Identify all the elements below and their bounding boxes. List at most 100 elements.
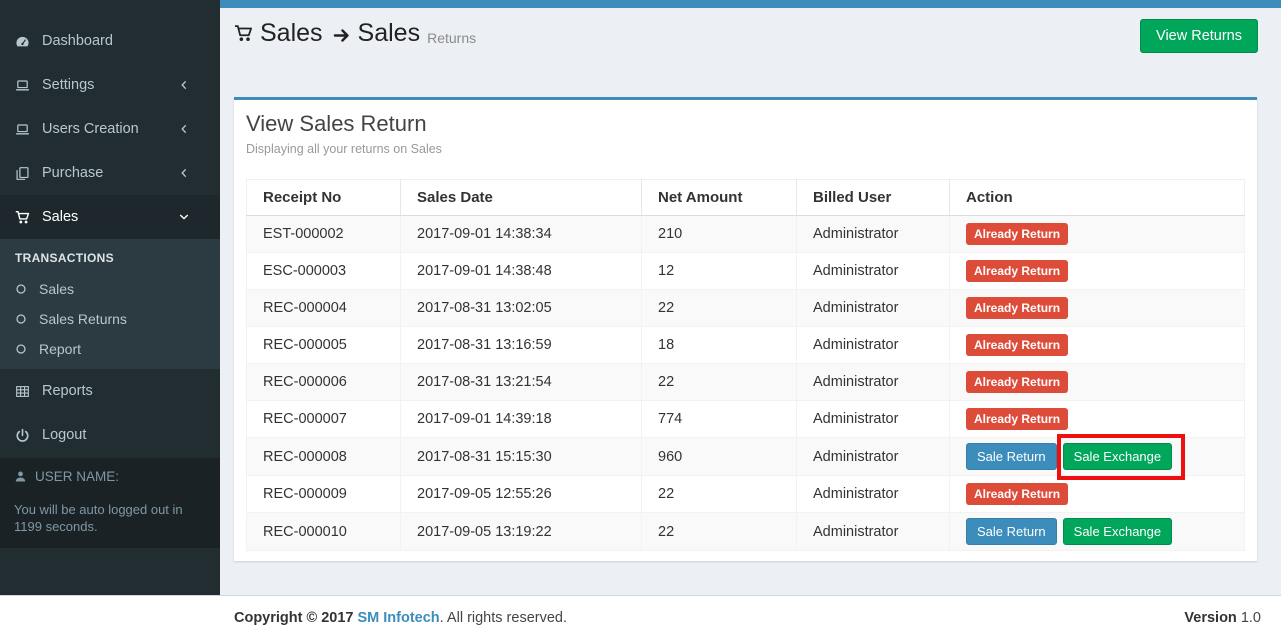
receipt-no-cell: ESC-000003 xyxy=(246,252,401,290)
net-amount-cell: 22 xyxy=(641,363,797,401)
copy-icon xyxy=(15,166,42,181)
billed-user-cell: Administrator xyxy=(796,215,950,253)
sidebar-nav-main: Dashboard Settings Users Creation Purchase S… xyxy=(0,0,220,239)
receipt-no-cell: REC-000005 xyxy=(246,326,401,364)
billed-user-cell: Administrator xyxy=(796,326,950,364)
version-text: Version 1.0 xyxy=(1184,610,1261,626)
billed-user-cell: Administrator xyxy=(796,512,950,551)
action-cell: Already Return xyxy=(949,363,1245,401)
action-cell: Already Return xyxy=(949,475,1245,513)
column-header-billed-user: Billed User xyxy=(796,179,950,216)
sidebar-item-sales[interactable]: Sales xyxy=(0,195,220,239)
net-amount-cell: 22 xyxy=(641,289,797,327)
action-cell: Already Return xyxy=(949,400,1245,438)
auto-logout-note: You will be auto logged out in 1199 seco… xyxy=(14,502,183,534)
already-return-badge: Already Return xyxy=(966,297,1069,319)
net-amount-cell: 22 xyxy=(641,475,797,513)
sale-return-button[interactable]: Sale Return xyxy=(966,518,1057,545)
receipt-no-cell: REC-000009 xyxy=(246,475,401,513)
sale-exchange-button[interactable]: Sale Exchange xyxy=(1062,518,1173,545)
submenu-item-report[interactable]: Report xyxy=(0,334,220,364)
billed-user-cell: Administrator xyxy=(796,475,950,513)
sale-exchange-button[interactable]: Sale Exchange xyxy=(1062,443,1173,470)
user-panel: USER NAME: You will be auto logged out i… xyxy=(0,458,220,548)
version-label: Version xyxy=(1184,609,1237,626)
power-icon xyxy=(15,428,42,443)
sidebar-item-label: Dashboard xyxy=(42,33,113,49)
sidebar-item-reports[interactable]: Reports xyxy=(0,369,220,413)
sidebar-submenu: TRANSACTIONS Sales Sales Returns Report xyxy=(0,239,220,369)
sidebar-item-logout[interactable]: Logout xyxy=(0,413,220,457)
submenu-item-sales-returns[interactable]: Sales Returns xyxy=(0,304,220,334)
company-link[interactable]: SM Infotech xyxy=(357,609,440,626)
action-cell: Sale Return Sale Exchange xyxy=(949,512,1245,551)
page-header: Sales Sales Returns View Returns xyxy=(234,8,1258,68)
breadcrumb: Sales Sales Returns xyxy=(234,19,476,48)
user-name-text: USER NAME: xyxy=(35,469,120,484)
copyright-prefix: Copyright © 2017 xyxy=(234,609,358,626)
circle-icon xyxy=(15,313,39,325)
receipt-no-cell: REC-000008 xyxy=(246,437,401,476)
column-header-net-amount: Net Amount xyxy=(641,179,797,216)
billed-user-cell: Administrator xyxy=(796,289,950,327)
panel-title: View Sales Return xyxy=(246,111,427,136)
sidebar-item-settings[interactable]: Settings xyxy=(0,63,220,107)
sales-date-cell: 2017-08-31 13:21:54 xyxy=(400,363,642,401)
sales-date-cell: 2017-09-01 14:38:48 xyxy=(400,252,642,290)
receipt-no-cell: REC-000006 xyxy=(246,363,401,401)
table-row: EST-000002 2017-09-01 14:38:34 210 Administ… xyxy=(246,215,1245,253)
submenu-item-sales[interactable]: Sales xyxy=(0,274,220,304)
sidebar-item-dashboard[interactable]: Dashboard xyxy=(0,19,220,63)
net-amount-cell: 774 xyxy=(641,400,797,438)
already-return-badge: Already Return xyxy=(966,483,1069,505)
version-value: 1.0 xyxy=(1240,609,1261,626)
sales-date-cell: 2017-09-05 12:55:26 xyxy=(400,475,642,513)
action-cell: Already Return xyxy=(949,289,1245,327)
breadcrumb-suffix: Returns xyxy=(427,29,477,46)
sidebar-item-purchase[interactable]: Purchase xyxy=(0,151,220,195)
cart-icon xyxy=(15,210,42,225)
net-amount-cell: 22 xyxy=(641,512,797,551)
column-header-action: Action xyxy=(949,179,1245,216)
action-cell: Sale Return Sale Exchange xyxy=(949,434,1245,480)
receipt-no-cell: REC-000004 xyxy=(246,289,401,327)
sidebar-nav-bottom: Reports Logout xyxy=(0,369,220,457)
action-cell: Already Return xyxy=(949,215,1245,253)
sidebar-item-users-creation[interactable]: Users Creation xyxy=(0,107,220,151)
chevron-left-icon xyxy=(178,123,205,135)
sidebar-item-label: Settings xyxy=(42,77,95,93)
chevron-left-icon xyxy=(178,167,205,179)
already-return-badge: Already Return xyxy=(966,223,1069,245)
receipt-no-cell: EST-000002 xyxy=(246,215,401,253)
view-returns-button[interactable]: View Returns xyxy=(1140,19,1258,53)
already-return-badge: Already Return xyxy=(966,371,1069,393)
sale-return-button[interactable]: Sale Return xyxy=(966,443,1057,470)
receipt-no-cell: REC-000007 xyxy=(246,400,401,438)
already-return-badge: Already Return xyxy=(966,260,1069,282)
sales-date-cell: 2017-08-31 13:16:59 xyxy=(400,326,642,364)
action-cell: Already Return xyxy=(949,326,1245,364)
sidebar-submenu-list: Sales Sales Returns Report xyxy=(0,274,220,364)
table-header: Receipt No Sales Date Net Amount Billed Use… xyxy=(246,179,1245,216)
net-amount-cell: 210 xyxy=(641,215,797,253)
net-amount-cell: 960 xyxy=(641,437,797,476)
copyright-suffix: . All rights reserved. xyxy=(439,609,567,626)
billed-user-cell: Administrator xyxy=(796,437,950,476)
table-row: REC-000007 2017-09-01 14:39:18 774 Administ… xyxy=(246,400,1245,438)
table-icon xyxy=(15,384,42,399)
user-name-label: USER NAME: xyxy=(14,469,206,484)
laptop-icon xyxy=(15,122,42,137)
already-return-badge: Already Return xyxy=(966,334,1069,356)
circle-icon xyxy=(15,343,39,355)
sidebar-item-label: Purchase xyxy=(42,165,104,181)
submenu-item-label: Report xyxy=(39,341,82,357)
sidebar-item-label: Sales xyxy=(42,209,79,225)
already-return-badge: Already Return xyxy=(966,408,1069,430)
copyright-text: Copyright © 2017 SM Infotech. All rights… xyxy=(234,610,567,626)
submenu-header: TRANSACTIONS xyxy=(15,251,114,265)
column-header-sales-date: Sales Date xyxy=(400,179,642,216)
circle-icon xyxy=(15,283,39,295)
breadcrumb-primary: Sales xyxy=(260,19,323,47)
table-row: ESC-000003 2017-09-01 14:38:48 12 Administr… xyxy=(246,252,1245,290)
dashboard-icon xyxy=(15,34,42,49)
